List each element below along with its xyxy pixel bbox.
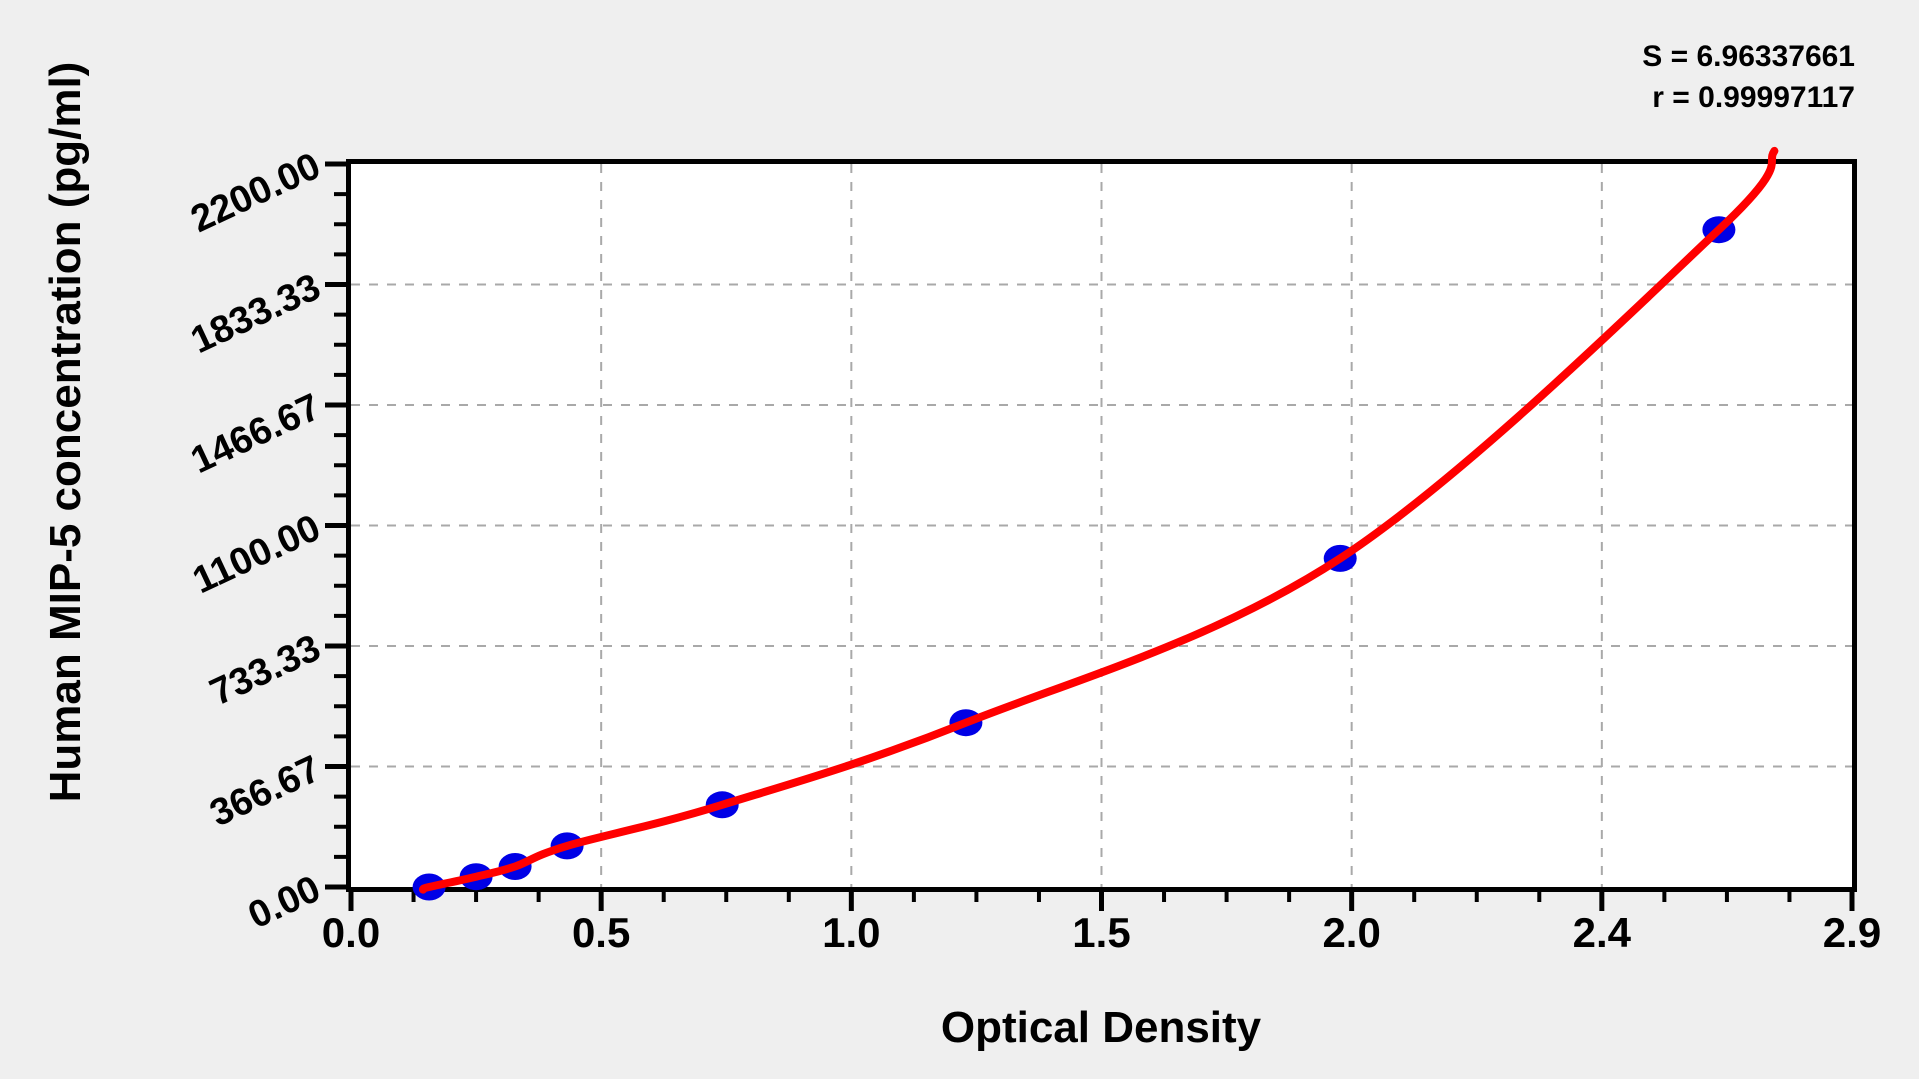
x-tick-label: 0.0	[321, 909, 381, 956]
x-tick-label: 1.0	[822, 909, 881, 956]
fit-s-value: S = 6.96337661	[1642, 40, 1855, 73]
y-axis-title: Human MIP-5 concentration (pg/ml)	[41, 61, 90, 803]
x-tick-label: 2.4	[1572, 909, 1632, 956]
x-tick-label: 2.0	[1322, 909, 1381, 956]
x-axis-title: Optical Density	[940, 1003, 1262, 1052]
standard-curve	[419, 146, 1779, 894]
fit-statistics: S = 6.96337661 r = 0.99997117	[1642, 36, 1855, 118]
x-tick-label: 0.5	[571, 909, 631, 956]
fit-r-value: r = 0.99997117	[1652, 81, 1855, 114]
x-tick-label: 1.5	[1072, 909, 1131, 956]
x-tick-label: 2.9	[1822, 909, 1882, 956]
